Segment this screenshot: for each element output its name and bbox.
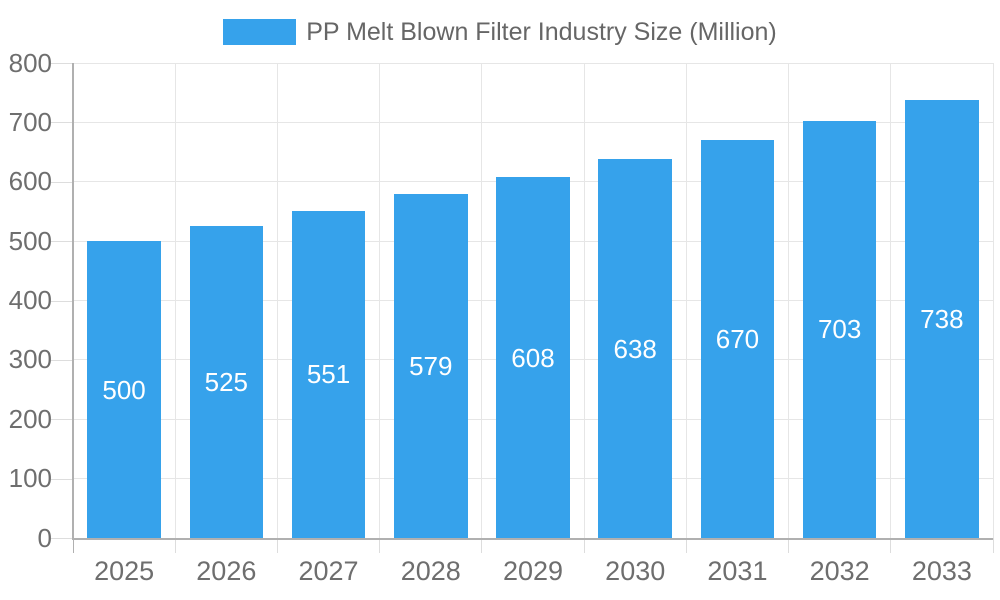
legend-swatch [223, 19, 297, 45]
bar-value-label: 579 [409, 351, 453, 382]
bar-value-label: 608 [511, 342, 555, 373]
x-axis-label: 2030 [605, 556, 666, 586]
bar-value-label: 638 [613, 333, 657, 364]
x-axis-label: 2029 [502, 556, 564, 586]
y-axis-label: 100 [8, 463, 52, 494]
x-tick [685, 538, 687, 553]
legend-label: PP Melt Blown Filter Industry Size (Mill… [306, 18, 777, 46]
x-tick [890, 538, 892, 553]
y-tick [51, 359, 73, 361]
x-axis-line [72, 538, 993, 540]
bar-value-label: 703 [817, 314, 862, 345]
x-gridline [481, 63, 483, 538]
x-gridline [685, 63, 687, 538]
y-gridline [73, 121, 993, 123]
bar[interactable] [291, 210, 366, 538]
y-tick [51, 63, 73, 64]
y-axis-label: 700 [8, 106, 52, 137]
x-gridline [992, 63, 994, 538]
x-tick [174, 538, 176, 553]
bar[interactable] [189, 226, 264, 538]
bar[interactable] [393, 194, 468, 538]
x-tick [992, 538, 994, 553]
bar-value-label: 670 [715, 324, 760, 355]
bar[interactable] [598, 159, 673, 538]
x-axis-label: 2025 [94, 556, 155, 586]
y-gridline [73, 62, 993, 64]
x-axis-label: 2033 [911, 556, 972, 586]
y-tick [51, 181, 73, 183]
x-gridline [174, 63, 176, 538]
x-axis-label: 2026 [196, 556, 257, 586]
bar-value-label: 738 [920, 303, 964, 334]
y-axis-label: 0 [37, 522, 52, 553]
y-axis-label: 800 [8, 47, 52, 78]
x-gridline [276, 63, 278, 538]
legend-item[interactable]: PP Melt Blown Filter Industry Size (Mill… [223, 19, 777, 45]
x-tick [276, 538, 278, 553]
x-tick [72, 538, 74, 553]
x-tick [379, 538, 381, 553]
y-tick [51, 241, 73, 243]
x-axis-label: 2028 [400, 556, 461, 586]
legend: PP Melt Blown Filter Industry Size (Mill… [0, 19, 1000, 45]
x-gridline [379, 63, 381, 538]
y-tick [51, 419, 73, 421]
x-tick [583, 538, 585, 553]
bar-value-label: 500 [102, 374, 146, 405]
x-tick [481, 538, 483, 553]
y-axis-label: 200 [8, 403, 52, 434]
y-axis-label: 600 [8, 166, 52, 197]
bar[interactable] [802, 120, 877, 538]
bar[interactable] [496, 177, 570, 538]
y-tick [51, 122, 73, 124]
bar[interactable] [87, 241, 161, 538]
x-gridline [788, 63, 790, 538]
y-tick [51, 538, 73, 539]
bar-value-label: 525 [204, 367, 249, 398]
y-axis-label: 400 [8, 285, 52, 315]
x-tick [788, 538, 790, 553]
x-gridline [890, 63, 892, 538]
bar[interactable] [905, 99, 979, 538]
y-tick [51, 300, 73, 302]
y-axis-label: 500 [8, 225, 52, 256]
x-axis-label: 2027 [298, 556, 359, 586]
x-axis-label: 2031 [707, 556, 768, 586]
y-axis-line [72, 63, 74, 538]
x-axis-label: 2032 [809, 556, 870, 586]
y-tick [51, 478, 73, 480]
x-gridline [583, 63, 585, 538]
bar-value-label: 551 [306, 359, 351, 390]
bar[interactable] [700, 140, 775, 538]
y-axis-label: 300 [8, 344, 52, 375]
